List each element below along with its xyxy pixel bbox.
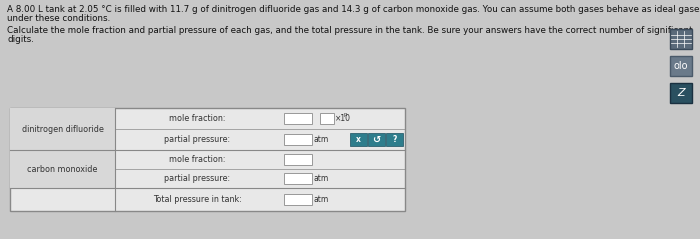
Bar xyxy=(10,108,115,150)
Text: x: x xyxy=(356,135,361,144)
Bar xyxy=(284,113,312,124)
Text: A 8.00 L tank at 2.05 °C is filled with 11.7 g of dinitrogen difluoride gas and : A 8.00 L tank at 2.05 °C is filled with … xyxy=(7,5,700,14)
Bar xyxy=(320,113,334,124)
Text: carbon monoxide: carbon monoxide xyxy=(27,164,98,174)
Text: atm: atm xyxy=(314,174,329,183)
Text: partial pressure:: partial pressure: xyxy=(164,135,230,144)
Bar xyxy=(10,150,115,188)
Text: p: p xyxy=(344,112,347,117)
Text: atm: atm xyxy=(314,135,329,144)
Text: partial pressure:: partial pressure: xyxy=(164,174,230,183)
Bar xyxy=(10,108,405,211)
Bar xyxy=(284,154,312,165)
Bar xyxy=(670,29,692,49)
Bar xyxy=(386,133,403,146)
Text: Z: Z xyxy=(677,88,685,98)
Text: ↺: ↺ xyxy=(372,135,381,145)
Text: Calculate the mole fraction and partial pressure of each gas, and the total pres: Calculate the mole fraction and partial … xyxy=(7,26,692,35)
Text: atm: atm xyxy=(314,195,329,204)
Text: mole fraction:: mole fraction: xyxy=(169,155,225,164)
Bar xyxy=(350,133,367,146)
Bar xyxy=(670,83,692,103)
Bar xyxy=(284,134,312,145)
Bar xyxy=(284,173,312,184)
Text: ?: ? xyxy=(392,135,397,144)
Bar xyxy=(670,56,692,76)
Text: digits.: digits. xyxy=(7,35,34,44)
Text: under these conditions.: under these conditions. xyxy=(7,14,111,23)
Text: ×10: ×10 xyxy=(335,114,351,123)
Text: dinitrogen difluoride: dinitrogen difluoride xyxy=(22,125,104,134)
Text: mole fraction:: mole fraction: xyxy=(169,114,225,123)
Text: Total pressure in tank:: Total pressure in tank: xyxy=(153,195,242,204)
Bar xyxy=(368,133,385,146)
Text: olo: olo xyxy=(673,61,688,71)
Bar xyxy=(284,194,312,205)
